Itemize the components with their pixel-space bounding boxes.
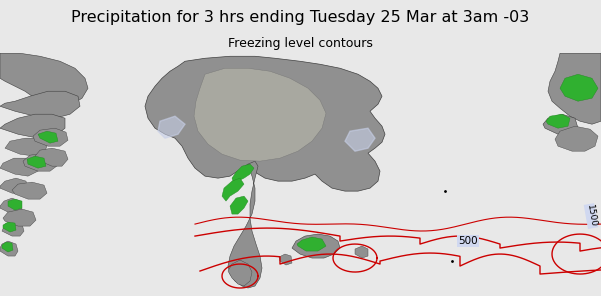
Polygon shape bbox=[5, 138, 48, 156]
Polygon shape bbox=[8, 199, 22, 210]
Polygon shape bbox=[543, 114, 578, 134]
Polygon shape bbox=[292, 234, 340, 258]
Text: 500: 500 bbox=[458, 236, 478, 246]
Polygon shape bbox=[0, 158, 38, 176]
Polygon shape bbox=[297, 237, 326, 251]
Polygon shape bbox=[0, 53, 88, 106]
Polygon shape bbox=[230, 196, 248, 214]
Text: Precipitation for 3 hrs ending Tuesday 25 Mar at 3am -03: Precipitation for 3 hrs ending Tuesday 2… bbox=[72, 9, 529, 25]
Polygon shape bbox=[12, 182, 47, 199]
Polygon shape bbox=[560, 74, 598, 101]
Polygon shape bbox=[2, 221, 24, 236]
Polygon shape bbox=[0, 198, 22, 214]
Polygon shape bbox=[279, 254, 292, 265]
Polygon shape bbox=[38, 131, 58, 143]
Polygon shape bbox=[0, 91, 80, 118]
Polygon shape bbox=[548, 53, 601, 124]
Polygon shape bbox=[3, 222, 16, 232]
Polygon shape bbox=[35, 148, 68, 166]
Polygon shape bbox=[355, 246, 368, 258]
Polygon shape bbox=[23, 153, 58, 171]
Polygon shape bbox=[145, 56, 385, 191]
Polygon shape bbox=[345, 128, 375, 151]
Polygon shape bbox=[228, 161, 262, 288]
Polygon shape bbox=[27, 156, 46, 168]
Polygon shape bbox=[228, 260, 252, 286]
Polygon shape bbox=[0, 241, 18, 256]
Polygon shape bbox=[194, 68, 326, 161]
Polygon shape bbox=[222, 178, 244, 201]
Polygon shape bbox=[546, 114, 570, 128]
Polygon shape bbox=[0, 114, 65, 138]
Polygon shape bbox=[33, 128, 68, 146]
Polygon shape bbox=[555, 126, 598, 151]
Text: 1500: 1500 bbox=[585, 204, 597, 228]
Polygon shape bbox=[232, 164, 254, 184]
Polygon shape bbox=[2, 242, 13, 252]
Polygon shape bbox=[3, 209, 36, 226]
Polygon shape bbox=[158, 116, 185, 138]
Polygon shape bbox=[0, 178, 28, 194]
Text: Freezing level contours: Freezing level contours bbox=[228, 37, 373, 50]
